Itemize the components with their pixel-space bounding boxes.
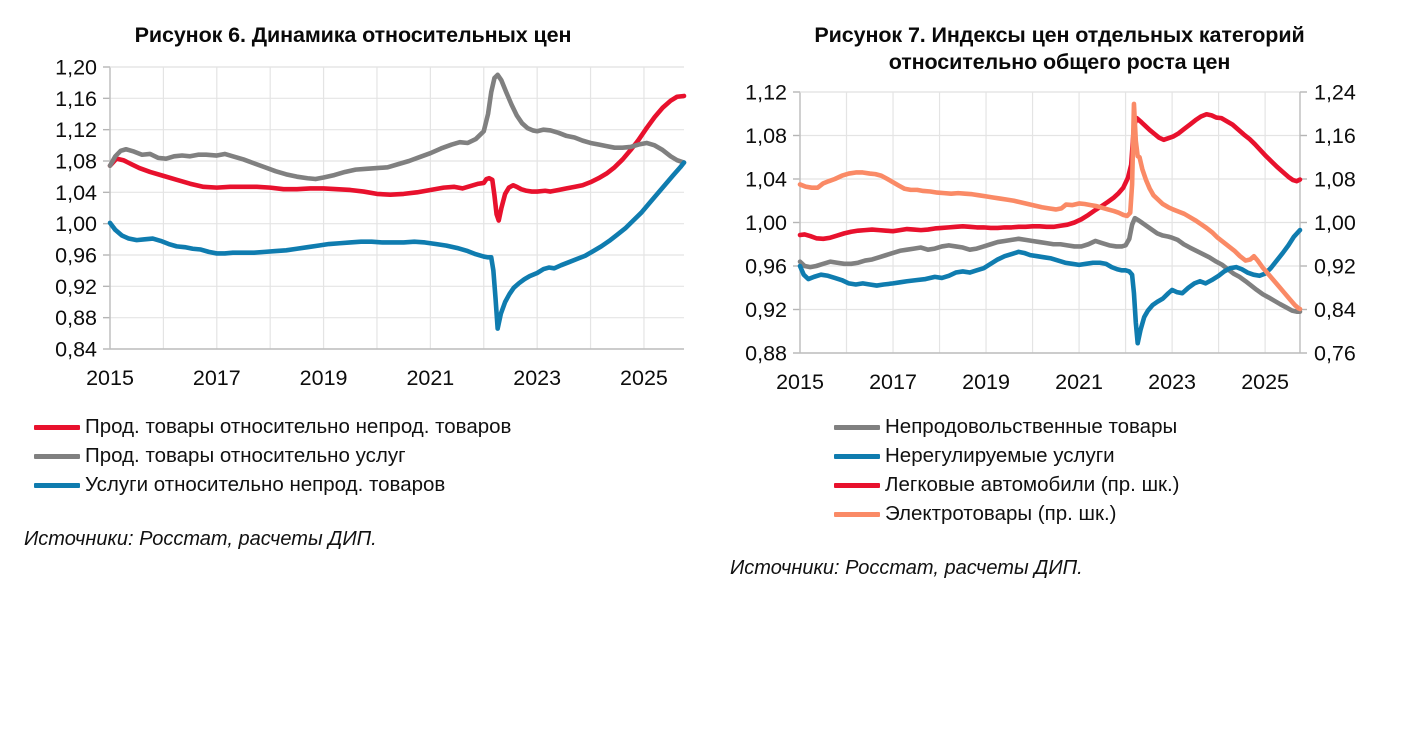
series-line xyxy=(797,215,1303,314)
legend-label-nonfood-goods: Непродовольственные товары xyxy=(885,415,1178,438)
y-axis-tick-label: 1,08 xyxy=(745,124,787,148)
series-line xyxy=(107,72,687,182)
legend-swatch-food-vs-nonfood xyxy=(34,424,80,430)
x-axis-tick-label: 2019 xyxy=(300,366,348,390)
y-axis-tick-label: 0,92 xyxy=(745,298,787,322)
figure-7-panel: Рисунок 7. Индексы цен отдельных категор… xyxy=(706,0,1413,738)
legend-label-electronics: Электротовары (пр. шк.) xyxy=(885,502,1117,525)
x-axis-tick-label: 2021 xyxy=(1055,370,1103,394)
figure-6-plot: 0,84 0,88 0,92 0,96 1,00 1,04 1,08 1,12 1,16 1,20… xyxy=(0,49,706,409)
y-axis-secondary-tick-label: 0,92 xyxy=(1314,255,1356,279)
figure-6-legend: Прод. товары относительно непрод. товаро… xyxy=(0,415,706,497)
figure-7-plot: 0,88 0,92 0,96 1,00 1,04 1,08 1,12 0,76 0,84 0,92… xyxy=(706,76,1413,409)
y-axis-tick-label: 1,00 xyxy=(55,212,97,236)
y-axis-tick-label: 0,88 xyxy=(745,342,787,366)
y-axis-tick-label: 0,96 xyxy=(55,244,97,268)
legend-label-unregulated-services: Нерегулируемые услуги xyxy=(885,444,1115,467)
legend-item[interactable]: Прод. товары относительно услуг xyxy=(34,444,706,468)
y-axis-tick-label: 1,00 xyxy=(745,211,787,235)
legend-label-food-vs-services: Прод. товары относительно услуг xyxy=(85,444,406,467)
legend-item[interactable]: Услуги относительно непрод. товаров xyxy=(34,473,706,497)
y-axis-secondary-tick-label: 0,76 xyxy=(1314,342,1356,366)
legend-swatch-food-vs-services xyxy=(34,453,80,459)
x-axis-tick-label: 2025 xyxy=(1241,370,1289,394)
y-axis-tick-label: 0,96 xyxy=(745,255,787,279)
x-axis-tick-label: 2015 xyxy=(776,370,824,394)
y-axis-tick-label: 1,04 xyxy=(745,168,787,192)
y-axis-tick-label: 0,88 xyxy=(55,306,97,330)
figure-6-svg: 0,84 0,88 0,92 0,96 1,00 1,04 1,08 1,12 1,16 1,20… xyxy=(55,56,687,390)
y-axis-secondary-tick-label: 1,08 xyxy=(1314,168,1356,192)
y-axis-tick-label: 1,12 xyxy=(55,118,97,142)
x-axis-tick-label: 2017 xyxy=(193,366,241,390)
legend-item[interactable]: Нерегулируемые услуги xyxy=(834,444,1413,468)
legend-item[interactable]: Электротовары (пр. шк.) xyxy=(834,502,1413,526)
legend-label-services-vs-nonfood: Услуги относительно непрод. товаров xyxy=(85,473,446,496)
x-axis-tick-label: 2021 xyxy=(406,366,454,390)
series-line xyxy=(107,93,687,223)
legend-swatch-cars xyxy=(834,482,880,488)
x-axis-tick-label: 2019 xyxy=(962,370,1010,394)
legend-label-food-vs-nonfood: Прод. товары относительно непрод. товаро… xyxy=(85,415,512,438)
legend-label-cars: Легковые автомобили (пр. шк.) xyxy=(885,473,1180,496)
legend-item[interactable]: Непродовольственные товары xyxy=(834,415,1413,439)
y-axis-secondary-tick-label: 1,00 xyxy=(1314,211,1356,235)
x-axis-tick-label: 2017 xyxy=(869,370,917,394)
y-axis-tick-label: 1,08 xyxy=(55,150,97,174)
series-line xyxy=(107,160,687,331)
x-axis-tick-label: 2023 xyxy=(1148,370,1196,394)
series-line xyxy=(797,101,1303,312)
figure-6-panel: Рисунок 6. Динамика относительных цен 0,… xyxy=(0,0,706,738)
legend-swatch-electronics xyxy=(834,511,880,517)
x-axis-tick-label: 2025 xyxy=(620,366,668,390)
figure-6-title: Рисунок 6. Динамика относительных цен xyxy=(134,23,572,47)
figure-7-legend: Непродовольственные товары Нерегулируемы… xyxy=(706,415,1413,526)
figure-7-source: Источники: Росстат, расчеты ДИП. xyxy=(730,557,1083,579)
y-axis-secondary-tick-label: 1,24 xyxy=(1314,81,1356,105)
legend-swatch-nonfood-goods xyxy=(834,424,880,430)
y-axis-secondary-tick-label: 1,16 xyxy=(1314,124,1356,148)
figure-7-title-line1: Рисунок 7. Индексы цен отдельных категор… xyxy=(814,23,1305,47)
figure-7-title: Рисунок 7. Индексы цен отдельных категор… xyxy=(706,0,1413,76)
y-axis-tick-label: 0,92 xyxy=(55,275,97,299)
y-axis-tick-label: 1,12 xyxy=(745,81,787,105)
legend-swatch-services-vs-nonfood xyxy=(34,482,80,488)
y-axis-tick-label: 1,04 xyxy=(55,181,97,205)
x-axis-tick-label: 2015 xyxy=(86,366,134,390)
x-axis-tick-label: 2023 xyxy=(513,366,561,390)
legend-item[interactable]: Прод. товары относительно непрод. товаро… xyxy=(34,415,706,439)
figure-7-title-line2: относительно общего роста цен xyxy=(888,50,1231,74)
legend-swatch-unregulated-services xyxy=(834,453,880,459)
legend-item[interactable]: Легковые автомобили (пр. шк.) xyxy=(834,473,1413,497)
y-axis-tick-label: 1,16 xyxy=(55,87,97,111)
series-line xyxy=(797,227,1303,346)
y-axis-secondary-tick-label: 0,84 xyxy=(1314,298,1356,322)
figure-6-source: Источники: Росстат, расчеты ДИП. xyxy=(24,528,377,550)
y-axis-tick-label: 0,84 xyxy=(55,338,97,362)
y-axis-tick-label: 1,20 xyxy=(55,56,97,80)
series-line xyxy=(797,111,1303,242)
figure-7-svg: 0,88 0,92 0,96 1,00 1,04 1,08 1,12 0,76 0,84 0,92… xyxy=(745,81,1356,395)
